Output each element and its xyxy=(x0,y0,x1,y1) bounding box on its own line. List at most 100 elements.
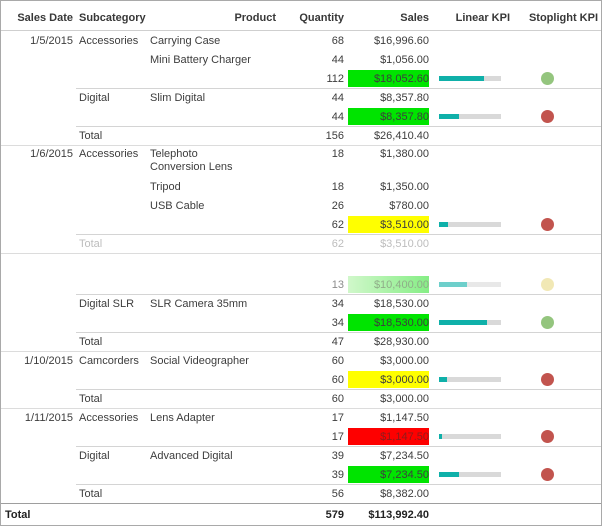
product-cell: Advanced Digital xyxy=(148,446,278,465)
linear-kpi-cell xyxy=(438,215,518,234)
quantity-cell: 18 xyxy=(331,148,344,160)
table-row: Total 60 $3,000.00 xyxy=(1,389,601,408)
sales-cell: $8,382.00 xyxy=(348,484,438,503)
table-row: 1/6/2015 Accessories Telephoto Conversion … xyxy=(1,145,601,177)
linear-kpi-fill xyxy=(439,282,467,287)
linear-kpi-fill xyxy=(439,222,449,227)
subcategory-cell: Camcorders xyxy=(79,355,139,367)
product-cell: USB Cable xyxy=(150,199,205,212)
product-cell xyxy=(148,504,278,525)
linear-kpi-cell xyxy=(438,446,518,465)
product-cell xyxy=(148,389,278,408)
table-header-row: Sales Date Subcategory Product Quantity … xyxy=(1,1,601,31)
sales-date-cell xyxy=(1,484,76,503)
linear-kpi-track xyxy=(439,76,501,81)
product-cell xyxy=(148,370,278,389)
linear-kpi-track xyxy=(439,472,501,477)
stoplight-kpi-cell xyxy=(518,427,601,446)
sales-cell: $1,147.50 xyxy=(348,427,438,446)
sales-date-cell xyxy=(1,69,76,88)
table-row: 13 $10,400.00 xyxy=(1,275,601,294)
table-row: Total 47 $28,930.00 xyxy=(1,332,601,351)
sales-date-cell xyxy=(1,88,76,107)
linear-kpi-cell xyxy=(438,313,518,332)
table-row: Tripod 18 $1,350.00 xyxy=(1,177,601,196)
column-header-product: Product xyxy=(234,11,276,24)
quantity-cell: 17 xyxy=(331,430,344,443)
sales-cell: $3,510.00 xyxy=(348,234,438,253)
table-row: 39 $7,234.50 xyxy=(1,465,601,484)
stoplight-kpi-cell xyxy=(518,294,601,313)
stoplight-kpi-cell xyxy=(518,332,601,351)
stoplight-kpi-cell xyxy=(518,177,601,196)
stoplight-kpi-cell xyxy=(518,234,601,253)
sales-date-cell xyxy=(1,313,76,332)
column-header-linear-kpi: Linear KPI xyxy=(455,11,510,24)
product-cell xyxy=(148,69,278,88)
report-rows: 1/5/2015 Accessories Carrying Case 68 $16,99… xyxy=(1,31,601,525)
stoplight-indicator-red xyxy=(541,468,554,481)
quantity-cell: 112 xyxy=(326,72,344,85)
subcategory-cell xyxy=(76,313,148,332)
sales-cell: $1,147.50 xyxy=(380,412,429,424)
sales-cell: $8,357.80 xyxy=(348,107,438,126)
table-row: Digital Advanced Digital 39 $7,234.50 xyxy=(1,446,601,465)
stoplight-indicator-red xyxy=(541,430,554,443)
column-header-subcategory: Subcategory xyxy=(79,11,146,24)
quantity-cell: 60 xyxy=(331,373,344,386)
total-label-cell: Total xyxy=(76,484,148,503)
quantity-cell: 60 xyxy=(278,389,348,408)
table-row: Total 156 $26,410.40 xyxy=(1,126,601,145)
linear-kpi-track xyxy=(439,222,501,227)
product-cell xyxy=(148,427,278,446)
table-row: Digital Slim Digital 44 $8,357.80 xyxy=(1,88,601,107)
stoplight-indicator-green xyxy=(541,72,554,85)
sales-date-cell xyxy=(1,446,76,465)
sales-cell: $10,400.00 xyxy=(348,275,438,294)
linear-kpi-cell xyxy=(438,409,518,427)
stoplight-kpi-cell xyxy=(518,31,601,50)
subcategory-cell: Accessories xyxy=(79,34,139,47)
product-cell: Tripod xyxy=(150,180,181,193)
table-row: 1/11/2015 Accessories Lens Adapter 17 $1,147… xyxy=(1,408,601,427)
sales-cell: $7,234.50 xyxy=(348,446,438,465)
subcategory-cell xyxy=(76,504,148,525)
quantity-cell: 26 xyxy=(331,199,344,212)
quantity-cell: 34 xyxy=(331,316,344,329)
subcategory-cell xyxy=(76,370,148,389)
subcategory-cell xyxy=(76,50,148,69)
total-label-cell: Total xyxy=(76,126,148,145)
subcategory-cell: Accessories xyxy=(79,148,139,160)
sales-cell: $18,052.60 xyxy=(348,69,438,88)
sales-date-cell xyxy=(1,254,76,275)
column-header-sales-date: Sales Date xyxy=(17,11,73,24)
subcategory-cell xyxy=(76,465,148,484)
sales-cell: $26,410.40 xyxy=(348,126,438,145)
sales-cell: $3,000.00 xyxy=(348,389,438,408)
sales-date-cell xyxy=(1,370,76,389)
linear-kpi-cell xyxy=(438,427,518,446)
quantity-cell: 68 xyxy=(331,34,344,47)
sales-cell: $18,530.00 xyxy=(348,313,438,332)
table-row: 44 $8,357.80 xyxy=(1,107,601,126)
linear-kpi-track xyxy=(439,434,501,439)
table-row: 34 $18,530.00 xyxy=(1,313,601,332)
sales-date-cell xyxy=(1,50,76,69)
linear-kpi-track xyxy=(439,320,501,325)
linear-kpi-cell xyxy=(438,196,518,215)
subcategory-cell xyxy=(76,69,148,88)
product-cell xyxy=(148,484,278,503)
grand-total-label-cell: Total xyxy=(5,508,31,521)
sales-date-cell xyxy=(1,389,76,408)
product-cell xyxy=(148,126,278,145)
linear-kpi-cell xyxy=(438,50,518,69)
subcategory-cell: Digital xyxy=(76,88,148,107)
quantity-cell: 56 xyxy=(278,484,348,503)
quantity-cell: 579 xyxy=(325,508,344,521)
linear-kpi-cell xyxy=(438,370,518,389)
sales-cell: $3,510.00 xyxy=(348,215,438,234)
quantity-cell: 62 xyxy=(331,218,344,231)
product-cell xyxy=(148,234,278,253)
sales-cell: $3,000.00 xyxy=(348,370,438,389)
subcategory-cell xyxy=(76,427,148,446)
